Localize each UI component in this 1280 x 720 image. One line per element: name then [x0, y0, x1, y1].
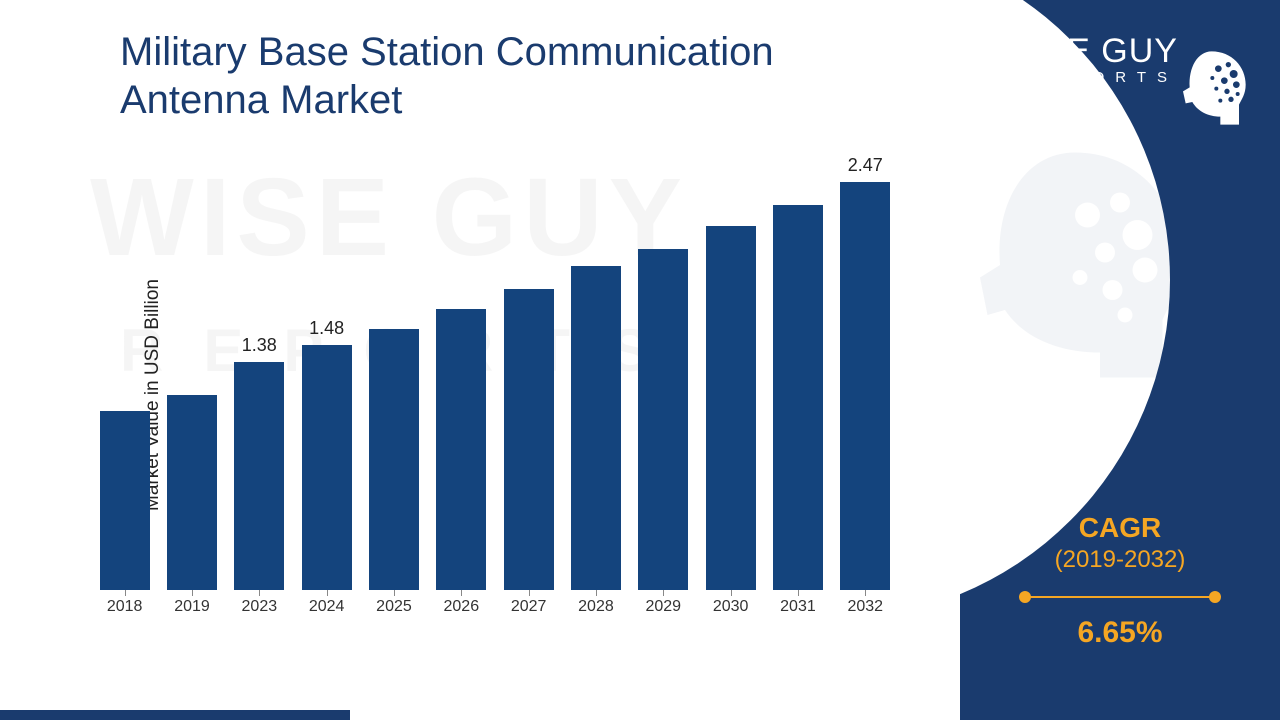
plot-area: 1.381.482.47 — [85, 160, 905, 590]
bar — [436, 309, 486, 590]
x-tick-label: 2019 — [164, 590, 219, 630]
cagr-title: CAGR — [1000, 512, 1240, 544]
x-tick-label: 2023 — [232, 590, 287, 630]
bar-wrap — [703, 226, 758, 590]
bar — [638, 249, 688, 590]
bar — [840, 182, 890, 591]
logo-head-icon — [1180, 50, 1250, 130]
bar-wrap — [97, 411, 152, 590]
bar — [100, 411, 150, 590]
bar — [571, 266, 621, 590]
bar — [369, 329, 419, 590]
bar — [167, 395, 217, 590]
bar-value-label: 1.38 — [242, 335, 277, 356]
infographic-canvas: WISE GUYREPORTS Military Base Station Co… — [0, 0, 1280, 720]
bar — [234, 362, 284, 590]
x-tick-label: 2031 — [770, 590, 825, 630]
bottom-accent-bar — [0, 710, 350, 720]
bar-wrap: 1.38 — [232, 362, 287, 590]
cagr-divider — [1025, 596, 1215, 598]
x-tick-label: 2018 — [97, 590, 152, 630]
bar-wrap — [501, 289, 556, 590]
cagr-block: CAGR (2019-2032) 6.65% — [1000, 512, 1240, 650]
cagr-period: (2019-2032) — [1000, 546, 1240, 574]
x-tick-label: 2025 — [366, 590, 421, 630]
bar-wrap — [164, 395, 219, 590]
brand-logo: WISE GUY REPORTS — [1000, 32, 1250, 86]
x-tick-label: 2024 — [299, 590, 354, 630]
bar — [504, 289, 554, 590]
bar-wrap — [568, 266, 623, 590]
bar-wrap — [636, 249, 691, 590]
x-tick-label: 2032 — [838, 590, 893, 630]
x-axis: 2018 2019 2023 2024 2025 2026 2027 2028 2029 2030… — [85, 590, 905, 630]
logo-main-text: WISE GUY — [1000, 32, 1178, 71]
bar-value-label: 1.48 — [309, 318, 344, 339]
bar-wrap — [770, 205, 825, 590]
bar-value-label: 2.47 — [848, 155, 883, 176]
bar-wrap — [366, 329, 421, 590]
bar-wrap — [434, 309, 489, 590]
x-tick-label: 2030 — [703, 590, 758, 630]
x-tick-label: 2027 — [501, 590, 556, 630]
chart-title: Military Base Station Communication Ante… — [120, 28, 880, 124]
bar — [773, 205, 823, 590]
x-tick-label: 2029 — [636, 590, 691, 630]
bar — [302, 345, 352, 590]
x-tick-label: 2026 — [434, 590, 489, 630]
x-tick-label: 2028 — [568, 590, 623, 630]
logo-sub-text: REPORTS — [1000, 69, 1178, 86]
bar-chart: Market Value in USD Billion 1.381.482.47… — [85, 160, 905, 630]
bar — [706, 226, 756, 590]
cagr-value: 6.65% — [1000, 616, 1240, 650]
bar-wrap: 1.48 — [299, 345, 354, 590]
bar-wrap: 2.47 — [838, 182, 893, 591]
